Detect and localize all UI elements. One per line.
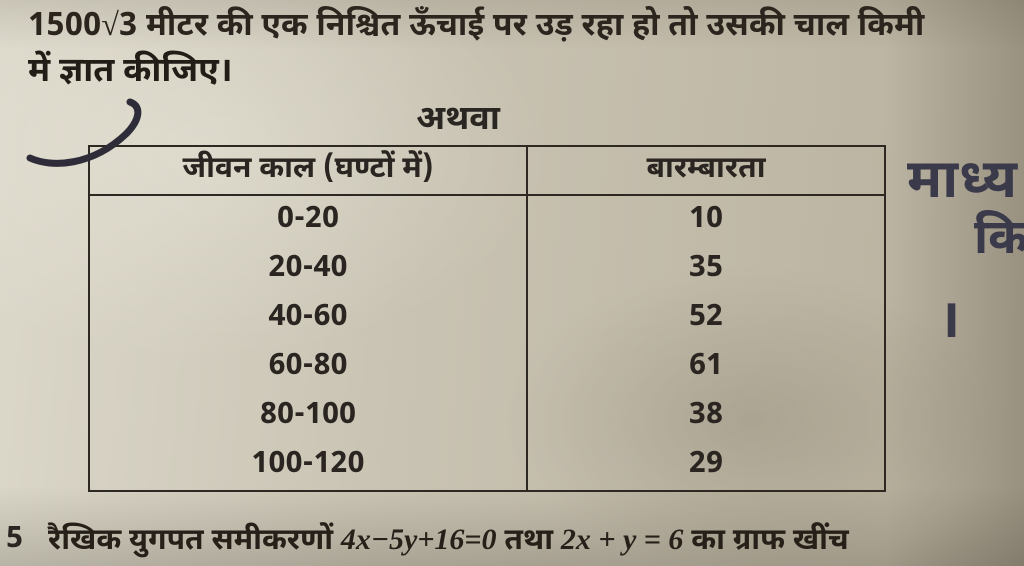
page: 1500√3 मीटर की एक निश्चित ऊँचाई पर उड़ र… bbox=[0, 0, 1024, 566]
table-row: 80-100 38 bbox=[89, 392, 885, 441]
cell-interval: 100-120 bbox=[89, 441, 527, 491]
table-row: 20-40 35 bbox=[89, 245, 885, 294]
header-frequency: बारम्बारता bbox=[527, 146, 885, 195]
cell-freq: 10 bbox=[527, 195, 885, 245]
cell-interval: 0-20 bbox=[89, 195, 527, 245]
cell-interval: 40-60 bbox=[89, 294, 527, 343]
cell-interval: 60-80 bbox=[89, 343, 527, 392]
cell-freq: 35 bbox=[527, 245, 885, 294]
handwritten-note-2: कि bbox=[974, 210, 1024, 273]
equation-2: 2x + y = 6 bbox=[561, 523, 684, 556]
equation-1: 4x−5y+16=0 bbox=[341, 523, 497, 556]
cell-interval: 80-100 bbox=[89, 392, 527, 441]
or-heading: अथवा bbox=[108, 99, 808, 143]
table-row: 60-80 61 bbox=[89, 343, 885, 392]
next-question-text: रैखिक युगपत समीकरणों 4x−5y+16=0 तथा 2x +… bbox=[48, 523, 849, 562]
cell-freq: 52 bbox=[527, 294, 885, 343]
question-text-line1: 1500√3 मीटर की एक निश्चित ऊँचाई पर उड़ र… bbox=[28, 6, 1014, 49]
cell-interval: 20-40 bbox=[89, 245, 527, 294]
question-text-line2: में ज्ञात कीजिए। bbox=[28, 51, 1014, 95]
table-header-row: जीवन काल (घण्टों में) बारम्बारता bbox=[89, 146, 885, 195]
cell-freq: 61 bbox=[527, 343, 885, 392]
question-number: 5 bbox=[6, 521, 23, 560]
table-row: 40-60 52 bbox=[89, 294, 885, 343]
bottom-text-post: का ग्राफ खींच bbox=[683, 523, 848, 562]
frequency-table: जीवन काल (घण्टों में) बारम्बारता 0-20 10… bbox=[88, 145, 886, 492]
bottom-text-pre: रैखिक युगपत समीकरणों bbox=[48, 523, 341, 562]
table-row: 100-120 29 bbox=[89, 441, 885, 491]
table-row: 0-20 10 bbox=[89, 195, 885, 245]
handwritten-note-3: । bbox=[938, 290, 960, 360]
cell-freq: 38 bbox=[527, 392, 885, 441]
cell-freq: 29 bbox=[527, 441, 885, 491]
header-lifespan: जीवन काल (घण्टों में) bbox=[89, 146, 527, 195]
bottom-text-mid: तथा bbox=[497, 523, 561, 562]
